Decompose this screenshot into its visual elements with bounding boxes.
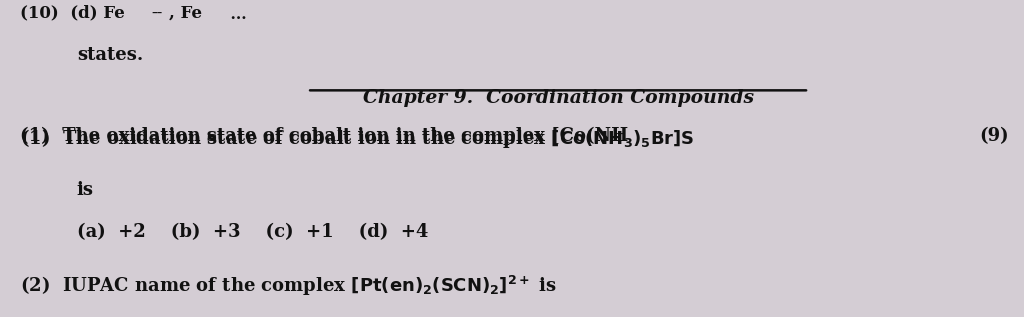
Text: , Fe: , Fe — [169, 5, 202, 22]
Text: (a)  +2    (b)  +3    (c)  +1    (d)  +4: (a) +2 (b) +3 (c) +1 (d) +4 — [77, 223, 428, 242]
Text: states.: states. — [77, 46, 143, 64]
Text: (9): (9) — [979, 127, 1009, 145]
Text: (1)  The oxidation state of cobalt ion in the complex [Co(NH: (1) The oxidation state of cobalt ion in… — [20, 127, 629, 145]
Text: (1)  The oxidation state of cobalt ion in the complex $\mathbf{[Co(NH_3)_5Br]S}$: (1) The oxidation state of cobalt ion in… — [20, 127, 695, 150]
Text: ...: ... — [220, 8, 247, 22]
Text: ––: –– — [152, 8, 163, 19]
Text: Chapter 9.  Coordination Compounds: Chapter 9. Coordination Compounds — [362, 89, 754, 107]
Text: (2)  IUPAC name of the complex $\mathbf{[Pt(en)_2(SCN)_2]^{2+}}$ is: (2) IUPAC name of the complex $\mathbf{[… — [20, 274, 557, 298]
Text: is: is — [77, 181, 94, 199]
Text: (10)  (d) Fe: (10) (d) Fe — [20, 5, 125, 22]
